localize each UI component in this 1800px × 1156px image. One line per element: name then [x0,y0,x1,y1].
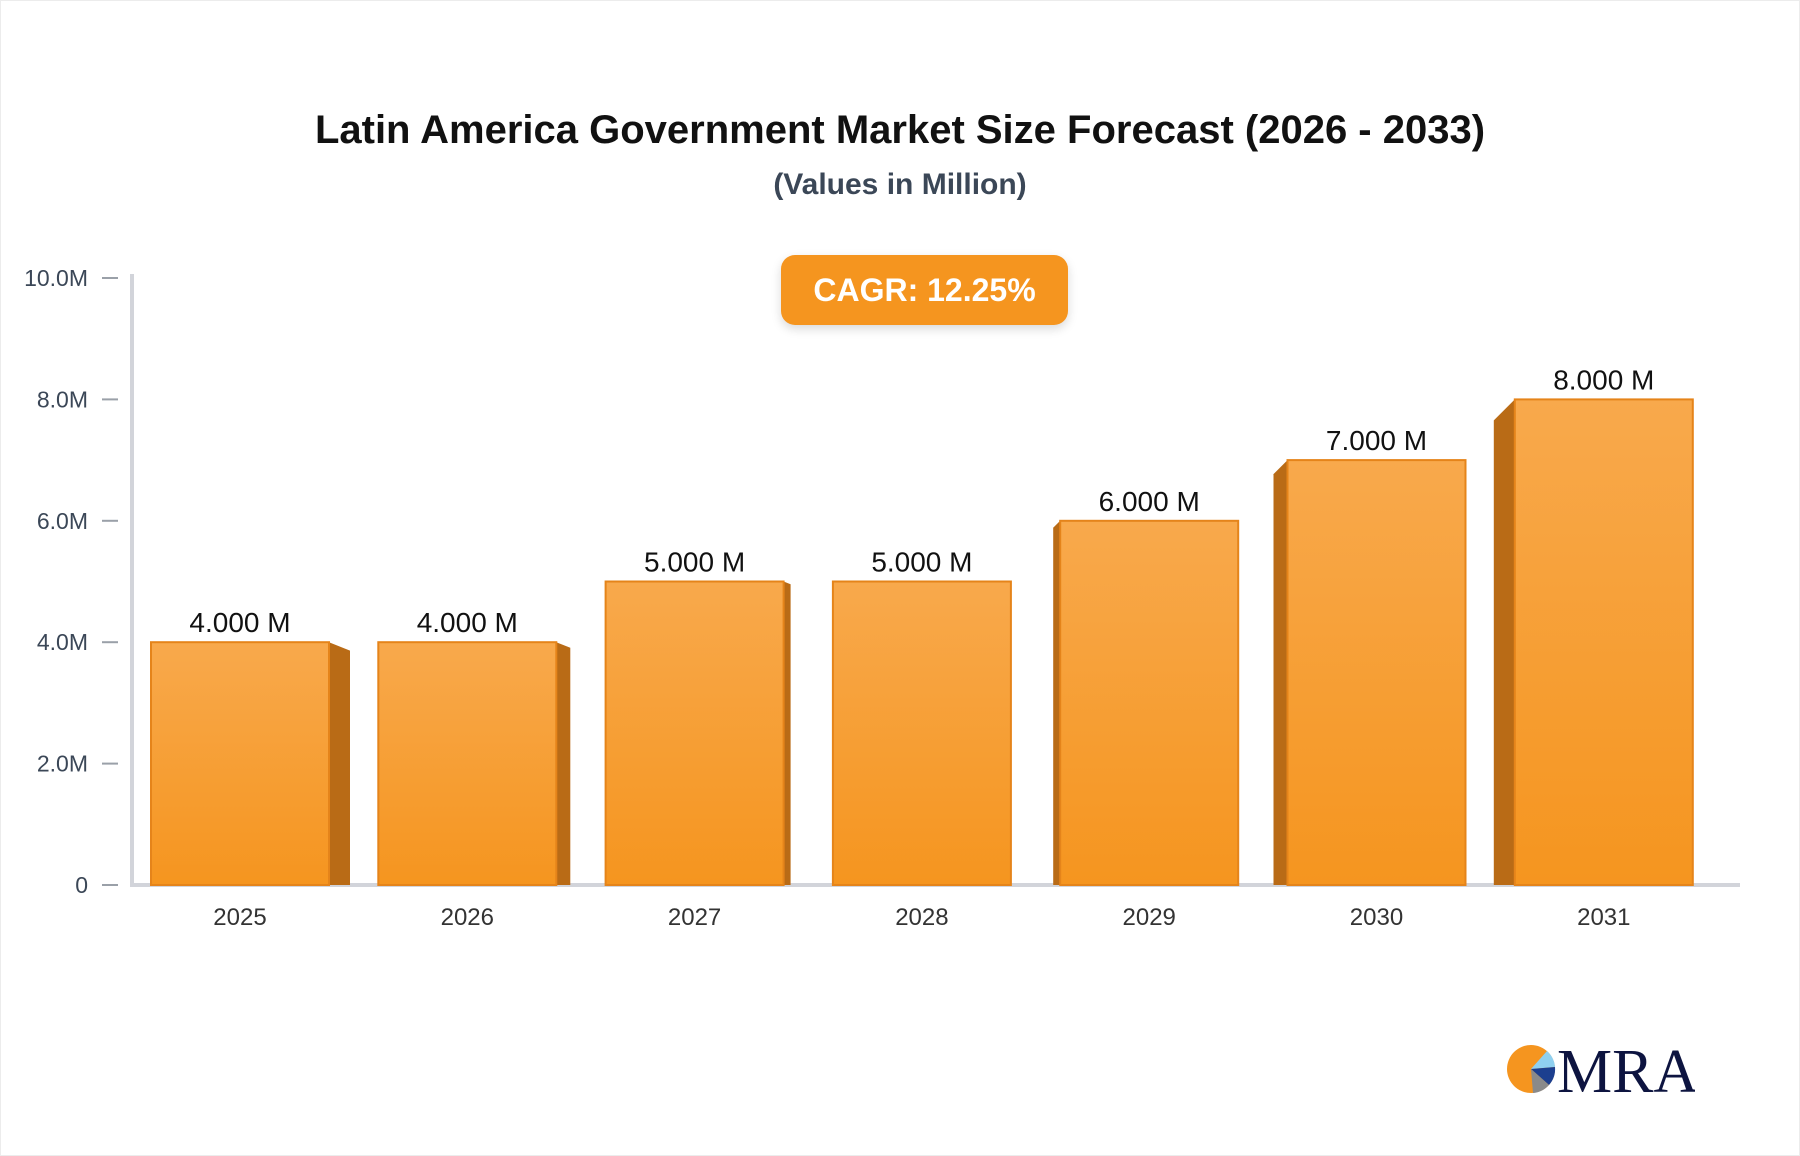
x-tick-label: 2027 [668,904,721,931]
x-tick-label: 2026 [441,904,494,931]
bar-2027 [604,580,785,886]
bar-side [329,642,350,885]
x-tick-label: 2030 [1350,904,1403,931]
bar-side [1053,520,1061,885]
x-tick-label: 2025 [213,904,266,931]
data-label: 8.000 M [1553,364,1654,395]
bar-2025 [150,641,330,887]
y-tick-label: 2.0M [37,751,88,777]
data-label: 7.000 M [1326,425,1427,456]
x-tick-label: 2029 [1123,904,1176,931]
x-tick-label: 2031 [1577,904,1630,931]
bar-side [1493,399,1515,885]
bar-2030 [1286,459,1467,886]
bar-side [1273,460,1288,885]
mra-logo-icon: MRA [1507,1038,1698,1106]
bar-2028 [831,580,1012,886]
bar-2031 [1513,398,1694,886]
y-tick-label: 0 [75,872,88,898]
chart-title: Latin America Government Market Size For… [314,108,1486,152]
svg-text:MRA: MRA [1557,1040,1695,1098]
bar-2026 [377,641,558,887]
x-tick-label: 2028 [895,904,948,931]
y-tick-label: 8.0M [37,386,88,412]
bar-side [556,642,571,885]
y-tick-label: 4.0M [37,629,88,655]
chart-subtitle: (Values in Million) [773,168,1027,201]
y-tick-label: 6.0M [37,508,88,534]
bar-side [783,581,791,885]
mra-logo: MRA [1505,1038,1698,1106]
data-label: 4.000 M [189,607,290,638]
y-tick-label: 10.0M [24,265,88,291]
data-label: 5.000 M [871,547,972,578]
cagr-badge: CAGR: 12.25% [781,255,1068,325]
bar-2029 [1059,519,1240,886]
data-label: 5.000 M [644,547,745,578]
data-label: 4.000 M [417,607,518,638]
data-label: 6.000 M [1099,486,1200,517]
